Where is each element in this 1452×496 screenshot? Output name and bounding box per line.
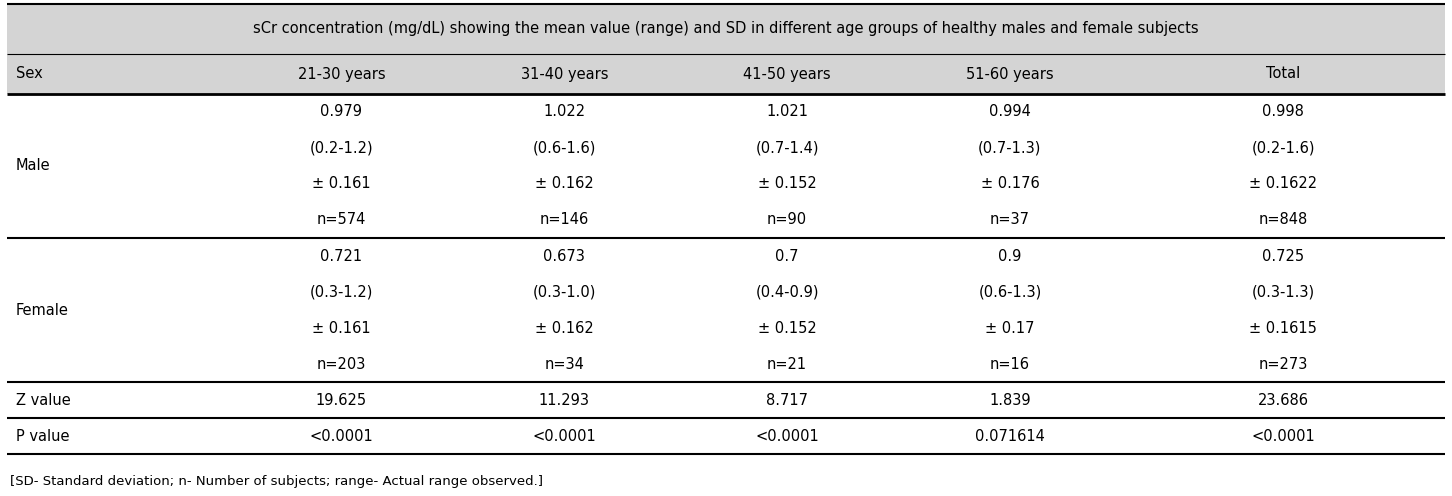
Text: Female: Female	[16, 303, 68, 317]
Text: 21-30 years: 21-30 years	[298, 66, 385, 81]
Text: <0.0001: <0.0001	[755, 429, 819, 443]
Text: (0.7-1.4): (0.7-1.4)	[755, 140, 819, 156]
Text: Sex: Sex	[16, 66, 42, 81]
Text: (0.7-1.3): (0.7-1.3)	[979, 140, 1041, 156]
Text: 31-40 years: 31-40 years	[520, 66, 608, 81]
Text: n=146: n=146	[540, 212, 590, 228]
Text: ± 0.162: ± 0.162	[534, 320, 594, 335]
Text: 0.673: 0.673	[543, 248, 585, 263]
Text: 0.7: 0.7	[775, 248, 799, 263]
Text: 23.686: 23.686	[1257, 392, 1308, 408]
Text: 0.9: 0.9	[998, 248, 1022, 263]
Text: n=37: n=37	[990, 212, 1029, 228]
Text: n=574: n=574	[317, 212, 366, 228]
Text: Z value: Z value	[16, 392, 71, 408]
Text: ± 0.17: ± 0.17	[984, 320, 1035, 335]
Text: 1.839: 1.839	[989, 392, 1031, 408]
Text: sCr concentration (mg/dL) showing the mean value (range) and SD in different age: sCr concentration (mg/dL) showing the me…	[253, 21, 1199, 37]
Text: (0.6-1.3): (0.6-1.3)	[979, 285, 1041, 300]
Text: 0.721: 0.721	[321, 248, 363, 263]
Bar	[7, 4, 1445, 54]
Text: [SD- Standard deviation; n- Number of subjects; range- Actual range observed.]: [SD- Standard deviation; n- Number of su…	[10, 475, 543, 488]
Text: 51-60 years: 51-60 years	[966, 66, 1054, 81]
Text: 41-50 years: 41-50 years	[743, 66, 831, 81]
Text: (0.4-0.9): (0.4-0.9)	[755, 285, 819, 300]
Text: 1.022: 1.022	[543, 105, 585, 120]
Text: (0.2-1.6): (0.2-1.6)	[1252, 140, 1314, 156]
Bar	[7, 382, 1445, 418]
Text: (0.2-1.2): (0.2-1.2)	[309, 140, 373, 156]
Text: ± 0.161: ± 0.161	[312, 177, 370, 191]
Text: 0.998: 0.998	[1262, 105, 1304, 120]
Text: (0.3-1.2): (0.3-1.2)	[309, 285, 373, 300]
Text: 19.625: 19.625	[317, 392, 367, 408]
Text: ± 0.152: ± 0.152	[758, 320, 816, 335]
Text: ± 0.1615: ± 0.1615	[1249, 320, 1317, 335]
Text: n=90: n=90	[767, 212, 807, 228]
Text: <0.0001: <0.0001	[533, 429, 597, 443]
Text: ± 0.161: ± 0.161	[312, 320, 370, 335]
Text: (0.6-1.6): (0.6-1.6)	[533, 140, 595, 156]
Text: <0.0001: <0.0001	[1252, 429, 1316, 443]
Bar	[7, 54, 1445, 94]
Text: Total: Total	[1266, 66, 1300, 81]
Text: n=34: n=34	[544, 357, 584, 372]
Text: (0.3-1.0): (0.3-1.0)	[533, 285, 595, 300]
Text: 0.725: 0.725	[1262, 248, 1304, 263]
Text: 0.994: 0.994	[989, 105, 1031, 120]
Text: 8.717: 8.717	[767, 392, 809, 408]
Text: Male: Male	[16, 159, 51, 174]
Bar	[7, 94, 1445, 238]
Text: 11.293: 11.293	[539, 392, 590, 408]
Bar	[7, 238, 1445, 382]
Text: ± 0.1622: ± 0.1622	[1249, 177, 1317, 191]
Text: <0.0001: <0.0001	[309, 429, 373, 443]
Text: n=273: n=273	[1259, 357, 1308, 372]
Text: ± 0.176: ± 0.176	[980, 177, 1040, 191]
Bar	[7, 418, 1445, 454]
Text: n=21: n=21	[767, 357, 807, 372]
Text: n=848: n=848	[1259, 212, 1308, 228]
Text: P value: P value	[16, 429, 70, 443]
Text: 0.979: 0.979	[321, 105, 363, 120]
Text: (0.3-1.3): (0.3-1.3)	[1252, 285, 1314, 300]
Text: 1.021: 1.021	[767, 105, 809, 120]
Text: n=203: n=203	[317, 357, 366, 372]
Text: n=16: n=16	[990, 357, 1029, 372]
Text: ± 0.162: ± 0.162	[534, 177, 594, 191]
Text: 0.071614: 0.071614	[974, 429, 1045, 443]
Text: ± 0.152: ± 0.152	[758, 177, 816, 191]
